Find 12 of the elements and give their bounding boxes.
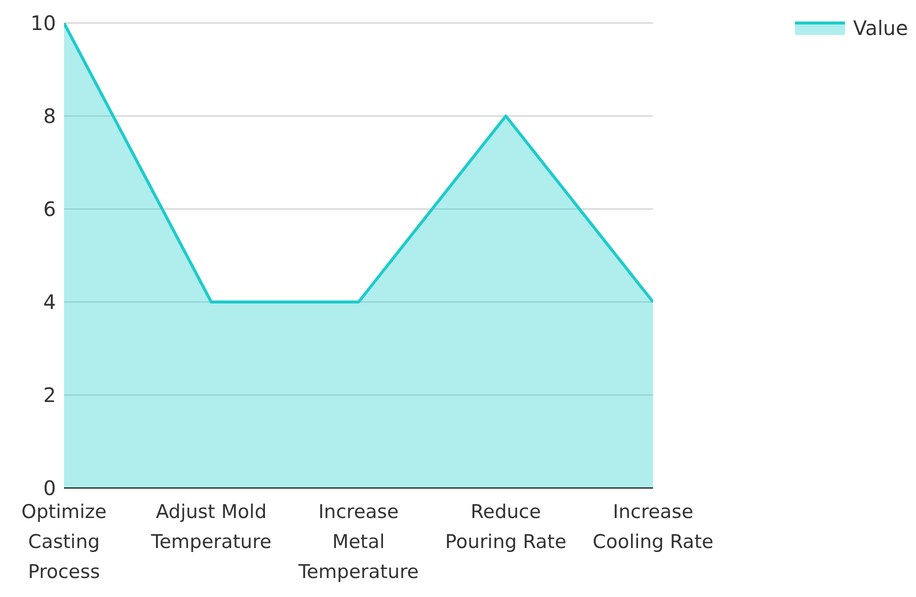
x-tick-label: Reduce Pouring Rate <box>445 501 566 553</box>
y-tick-label: 8 <box>43 104 56 128</box>
x-tick-label: Increase Cooling Rate <box>592 501 714 553</box>
y-tick-label: 10 <box>30 11 56 36</box>
legend-label: Value <box>853 16 908 40</box>
x-tick-label: Increase Metal Temperature <box>297 501 419 583</box>
y-tick-label: 0 <box>43 476 56 500</box>
y-tick-label: 2 <box>43 383 56 408</box>
x-tick-label: Adjust Mold Temperature <box>150 501 272 553</box>
y-tick-label: 6 <box>43 197 56 222</box>
y-tick-label: 4 <box>43 290 56 314</box>
x-tick-label: Optimize Casting Process <box>21 501 107 583</box>
